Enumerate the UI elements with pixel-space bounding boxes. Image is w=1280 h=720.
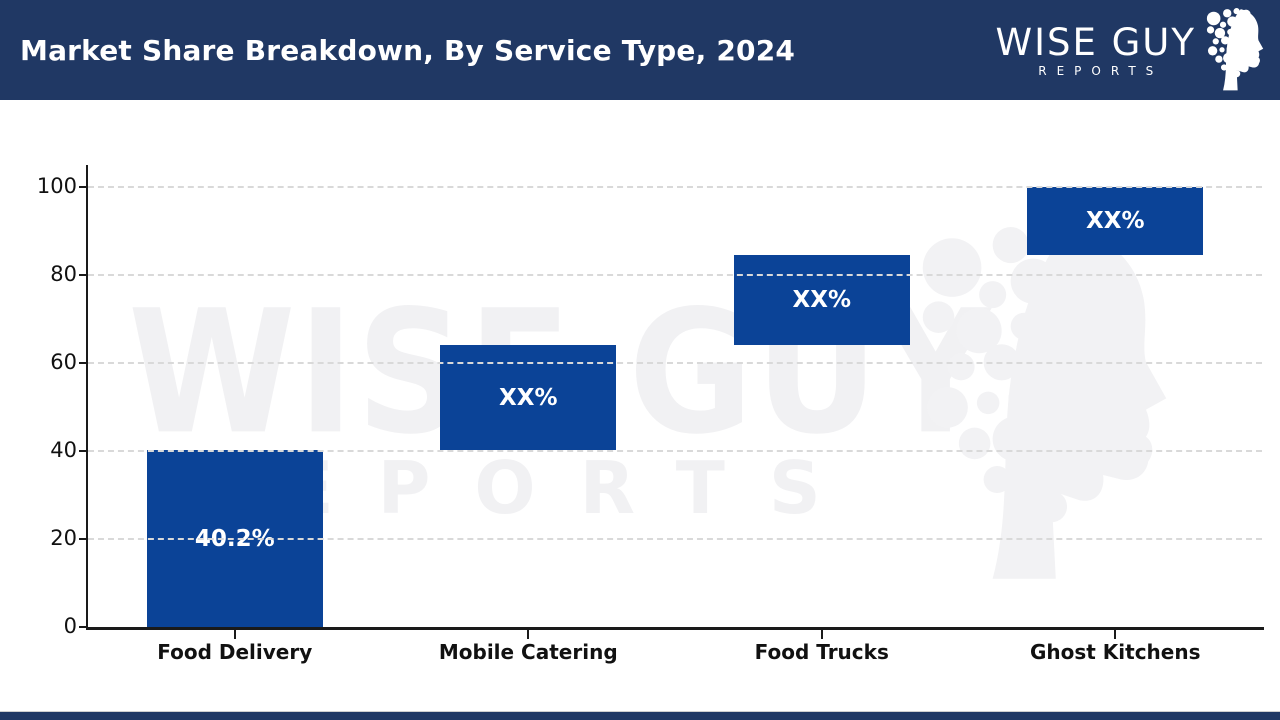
x-axis-line	[86, 627, 1264, 630]
bar-food-trucks: XX%	[733, 255, 910, 345]
brand-logo-text: WISE GUY REPORTS	[996, 24, 1196, 77]
y-gridline	[88, 538, 1262, 540]
bar-value-label: XX%	[1085, 208, 1145, 235]
brand-subname: REPORTS	[1038, 63, 1164, 78]
footer-bar	[0, 711, 1280, 720]
x-axis-tick-mark	[233, 630, 236, 639]
bar-value-label: XX%	[792, 287, 851, 314]
brand-logo: WISE GUY REPORTS	[996, 7, 1270, 93]
bar-mobile-catering: XX%	[440, 344, 617, 451]
x-axis-category-label: Food Trucks	[754, 640, 889, 664]
y-gridline	[88, 362, 1262, 364]
header-bar: Market Share Breakdown, By Service Type,…	[0, 0, 1280, 100]
bar-ghost-kitchens: XX%	[1027, 187, 1204, 256]
y-axis-tick-label: 40	[50, 438, 77, 462]
wiseguy-dotted-head-icon	[1206, 8, 1264, 91]
x-axis-category-label: Ghost Kitchens	[1029, 640, 1201, 664]
y-axis-tick-mark	[79, 362, 88, 364]
y-axis-tick-label: 20	[50, 526, 77, 550]
brand-name: WISE GUY	[995, 20, 1196, 64]
x-axis-category-label: Mobile Catering	[438, 640, 618, 664]
y-axis-line	[86, 165, 88, 629]
x-axis-tick-mark	[527, 630, 530, 639]
y-axis-tick-mark	[79, 538, 88, 540]
y-axis-tick-label: 100	[36, 174, 77, 198]
y-axis-tick-label: 80	[50, 262, 77, 286]
y-axis-tick-mark	[79, 626, 88, 628]
x-axis-tick-mark	[1114, 630, 1117, 639]
y-axis-tick-mark	[79, 450, 88, 452]
y-gridline	[88, 186, 1262, 188]
bar-value-label: XX%	[498, 384, 558, 411]
y-axis-tick-label: 0	[63, 614, 77, 638]
chart-title: Market Share Breakdown, By Service Type,…	[20, 33, 796, 67]
y-gridline	[88, 274, 1262, 276]
y-axis-tick-mark	[79, 274, 88, 276]
x-axis-category-label: Food Delivery	[157, 640, 313, 664]
y-axis-tick-label: 60	[50, 350, 77, 374]
x-axis-tick-mark	[820, 630, 823, 639]
y-axis-tick-mark	[79, 186, 88, 188]
y-gridline	[88, 450, 1262, 452]
